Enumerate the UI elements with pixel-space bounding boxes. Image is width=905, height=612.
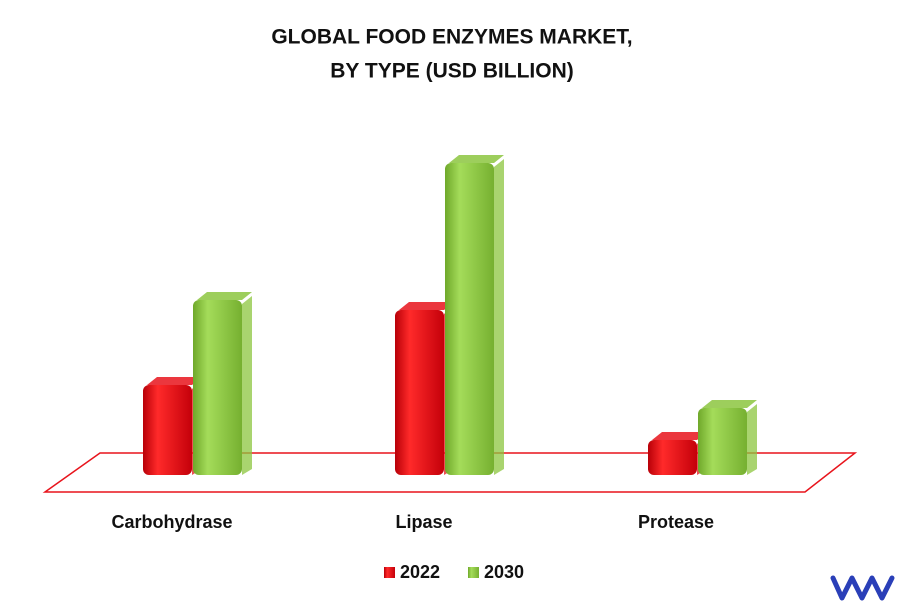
- bar: [445, 163, 494, 475]
- logo: [830, 575, 895, 601]
- bar: [193, 300, 242, 475]
- bar-top: [702, 400, 757, 408]
- bar-side: [494, 159, 504, 475]
- bar: [395, 310, 444, 475]
- bar-side: [747, 404, 757, 475]
- legend-swatch: [384, 567, 395, 578]
- bar-top: [399, 302, 454, 310]
- legend-label: 2030: [484, 562, 524, 582]
- logo-mark: [830, 575, 895, 601]
- legend-swatch: [468, 567, 479, 578]
- legend-label: 2022: [400, 562, 440, 582]
- chart-title: GLOBAL FOOD ENZYMES MARKET,: [271, 26, 632, 49]
- bar-top: [652, 432, 707, 440]
- bar-top: [147, 377, 202, 385]
- bar: [143, 385, 192, 475]
- bar: [698, 408, 747, 475]
- bar-top: [449, 155, 504, 163]
- bar-side: [242, 296, 252, 475]
- x-tick-label: Carbohydrase: [111, 512, 232, 532]
- x-tick-label: Lipase: [395, 512, 452, 532]
- bar: [648, 440, 697, 475]
- bar-top: [197, 292, 252, 300]
- chart-title: BY TYPE (USD BILLION): [330, 60, 573, 83]
- x-tick-label: Protease: [638, 512, 714, 532]
- bars: [143, 155, 757, 475]
